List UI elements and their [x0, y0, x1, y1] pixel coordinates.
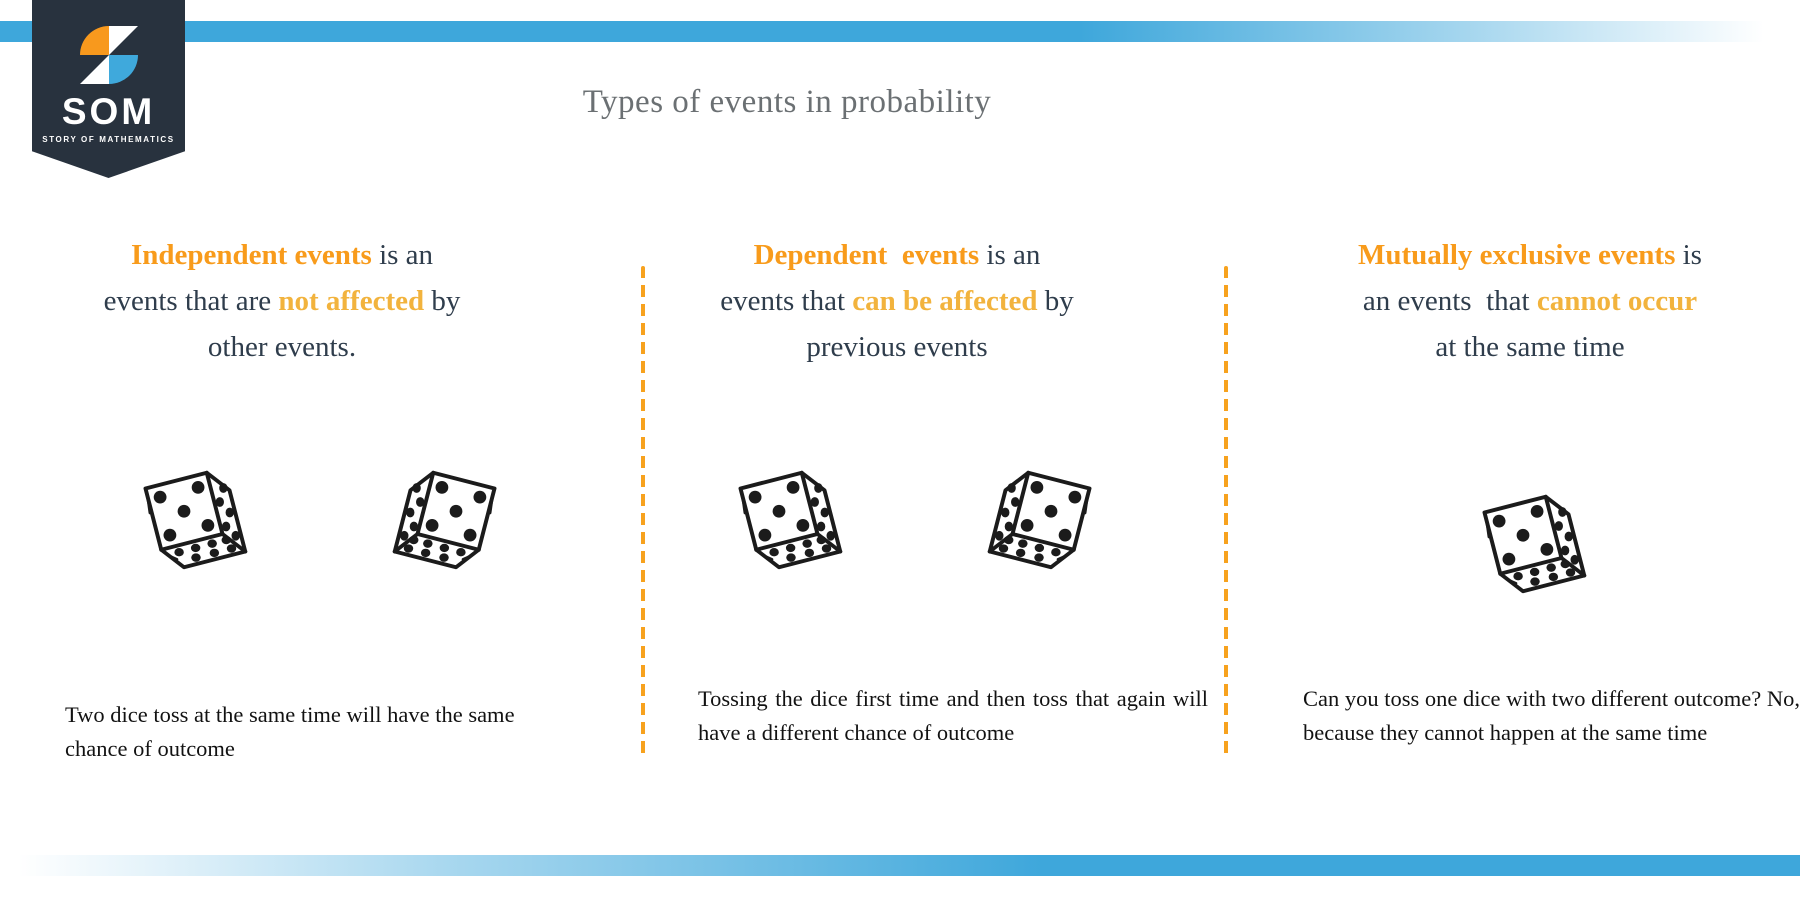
dice-illustration-dependent: [660, 462, 1170, 585]
die-icon: [974, 462, 1114, 585]
heading-text-run: Mutually exclusive events: [1358, 239, 1676, 271]
column-heading-dependent: Dependent events is an events that can b…: [682, 233, 1112, 370]
die-icon: [379, 462, 519, 585]
heading-text-run: events that are: [103, 284, 279, 317]
dice-illustration-independent: [40, 462, 600, 585]
dice-illustration-mutually-exclusive: [1280, 486, 1780, 609]
heading-text-run: by: [1044, 284, 1074, 317]
heading-text-run: by: [431, 284, 461, 317]
heading-text-run: not affected: [278, 284, 425, 317]
heading-text-run: Dependent events: [753, 239, 980, 271]
heading-text-run: is an: [379, 239, 434, 271]
heading-text-run: cannot occur: [1536, 284, 1698, 317]
column-divider: [1224, 266, 1228, 758]
som-pinwheel-logo-icon: [79, 26, 138, 84]
column-heading-independent: Independent events is an events that are…: [62, 233, 502, 370]
brand-tagline: STORY OF MATHEMATICS: [42, 135, 175, 144]
die-icon: [716, 462, 856, 585]
heading-text-run: other events.: [207, 330, 357, 363]
heading-text-run: is: [1682, 239, 1702, 271]
heading-text-run: an events that: [1362, 284, 1537, 317]
brand-name: SOM: [61, 91, 156, 132]
top-accent-stripe: [0, 21, 1800, 42]
column-caption-independent: Two dice toss at the same time will have…: [65, 702, 515, 762]
column-caption-mutually-exclusive: Can you toss one dice with two different…: [1303, 686, 1800, 746]
column-heading-mutually-exclusive: Mutually exclusive events is an events t…: [1320, 233, 1740, 370]
page-title: Types of events in probability: [582, 84, 992, 120]
heading-text-run: is an: [986, 239, 1041, 271]
brand-badge: SOM STORY OF MATHEMATICS: [32, 0, 185, 178]
die-icon: [121, 462, 261, 585]
heading-text-run: events that: [720, 284, 853, 317]
bottom-accent-stripe: [0, 855, 1800, 876]
die-icon: [1460, 486, 1600, 609]
heading-text-run: Independent events: [130, 239, 372, 271]
column-divider: [641, 266, 645, 758]
heading-text-run: can be affected: [852, 284, 1038, 317]
heading-text-run: at the same time: [1435, 330, 1625, 363]
heading-text-run: previous events: [806, 330, 988, 363]
column-caption-dependent: Tossing the dice first time and then tos…: [698, 686, 1208, 746]
